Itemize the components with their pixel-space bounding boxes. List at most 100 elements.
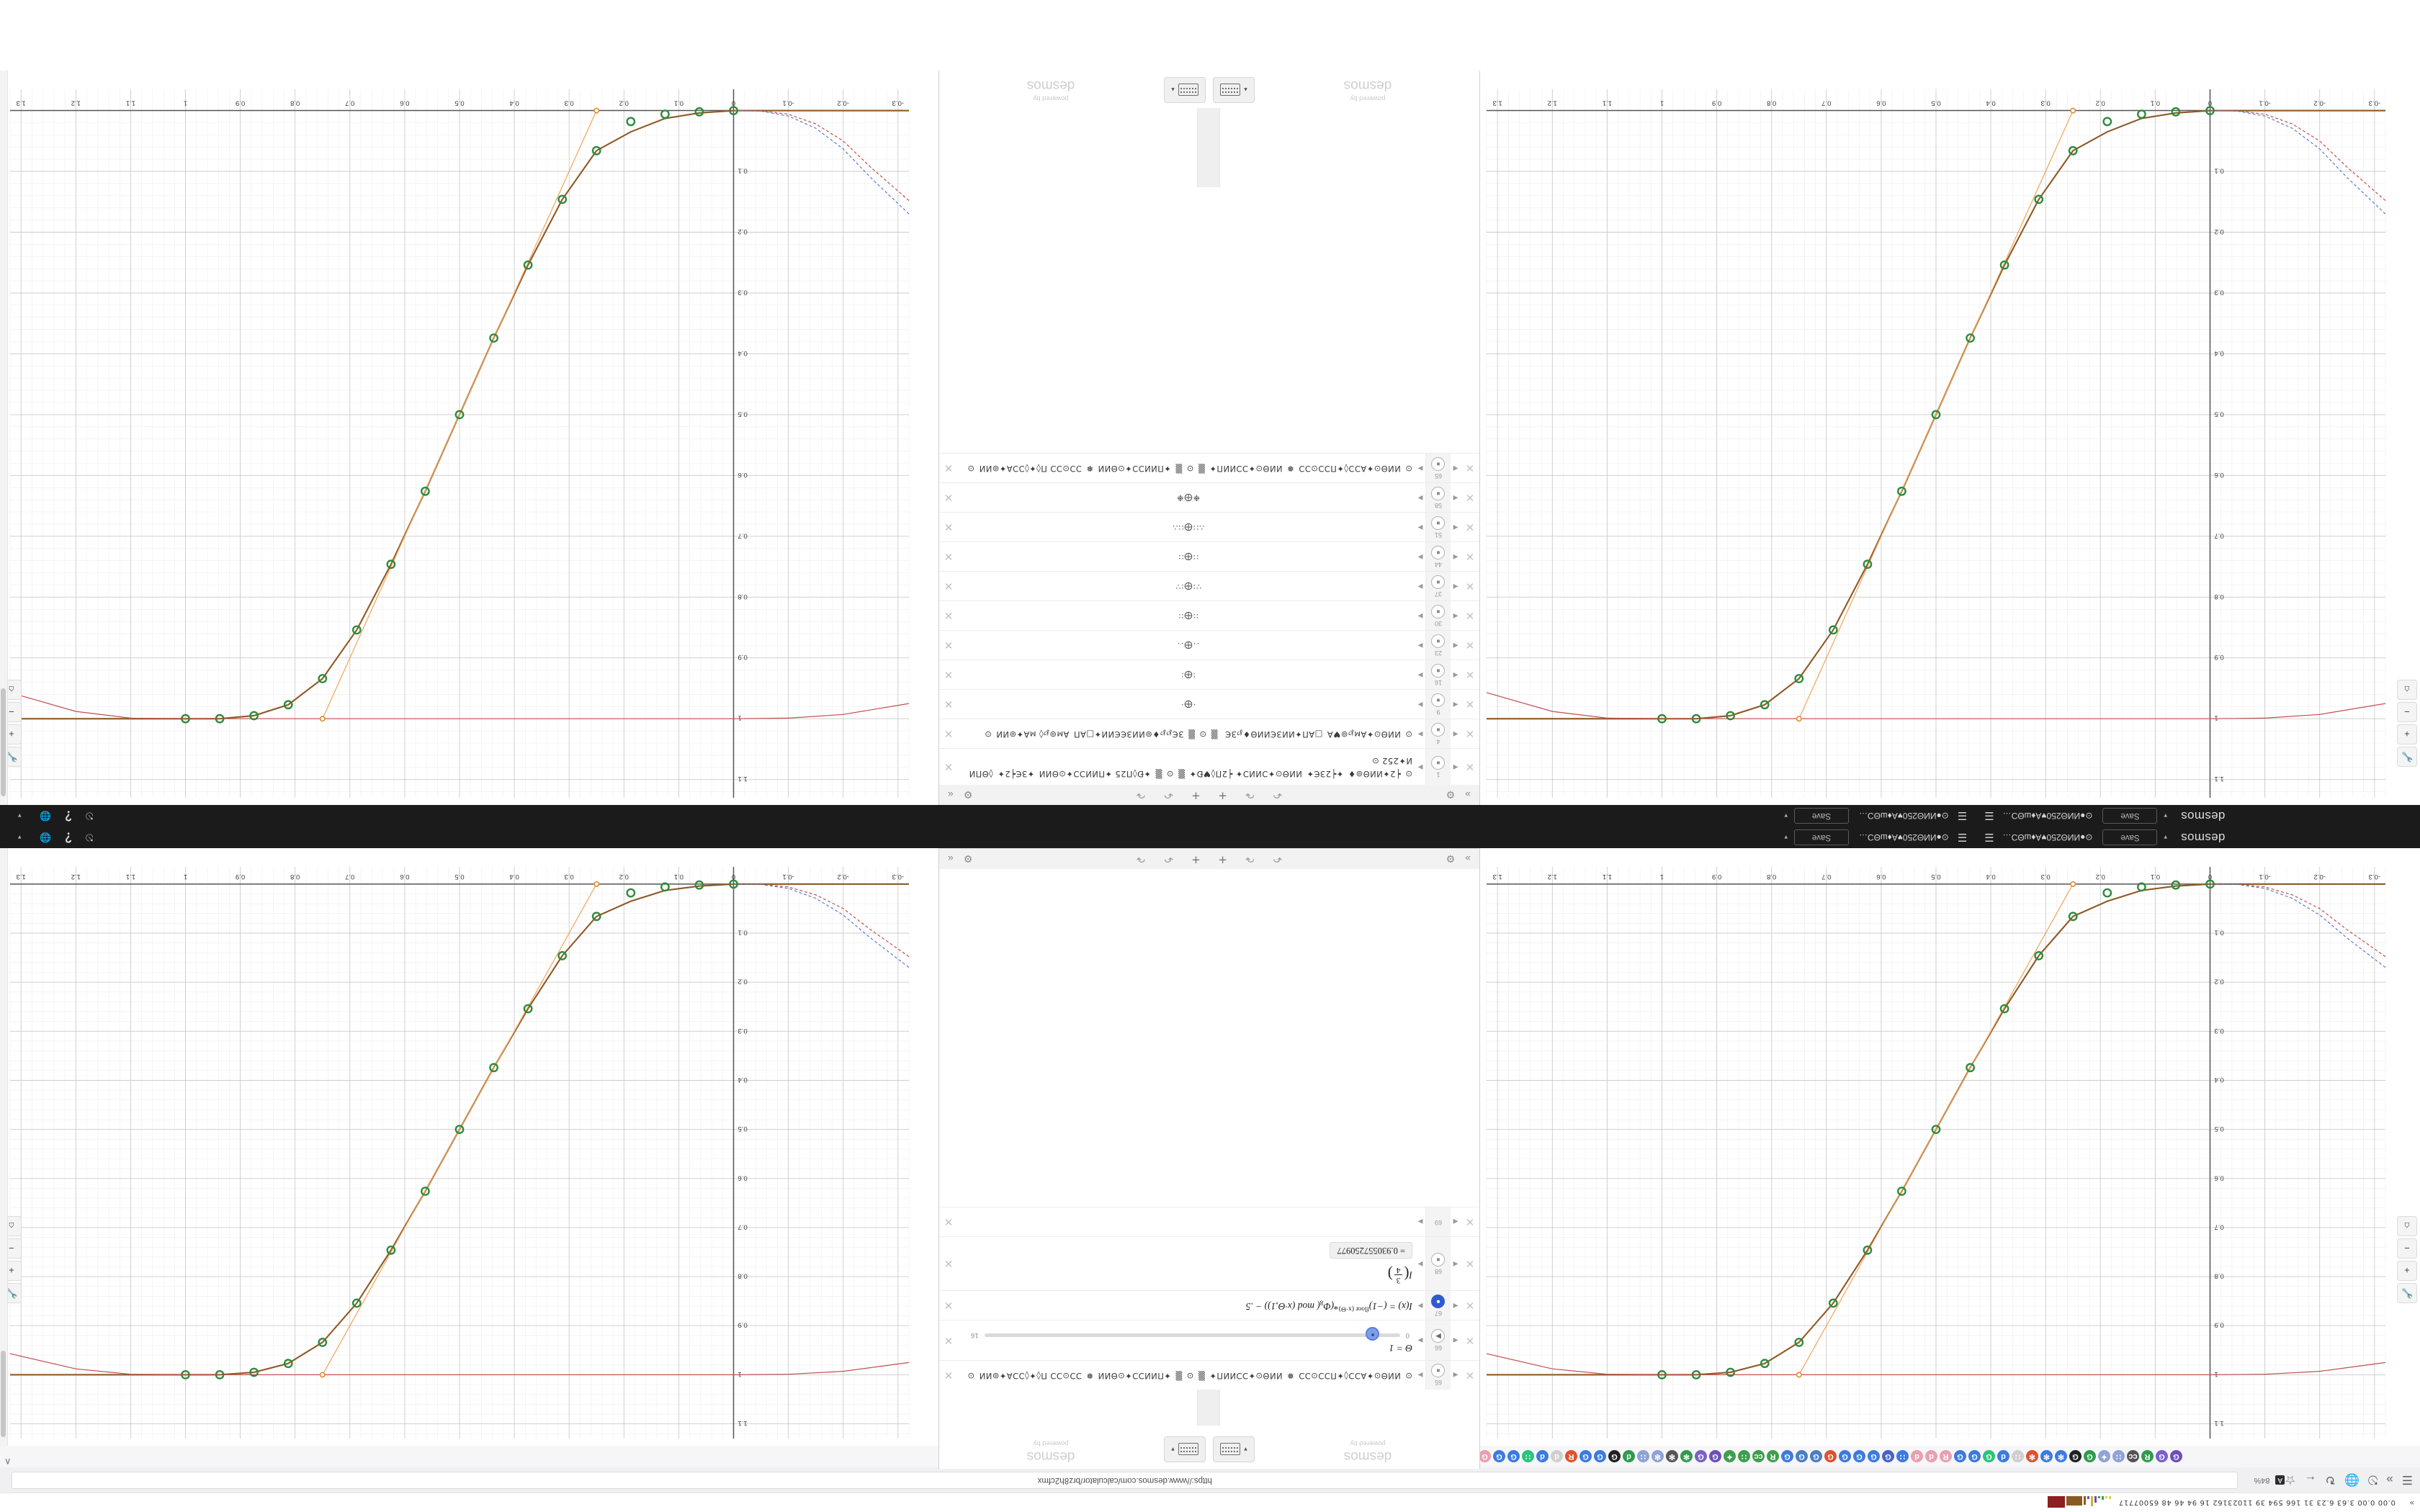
- bookmark-favicon[interactable]: G: [2170, 1450, 2182, 1463]
- delete-expression-icon-right[interactable]: ✕: [944, 727, 954, 740]
- delete-expression-icon[interactable]: ✕: [1465, 491, 1475, 504]
- graph-title-lower-2[interactable]: ⊙●ИИΘ250♥А♦шΘƆ…: [1858, 811, 1949, 821]
- bookmark-favicon[interactable]: ✻: [2055, 1450, 2067, 1463]
- expression-expand-icon[interactable]: ◀: [1453, 523, 1458, 531]
- share-icon[interactable]: ⎋: [2367, 1473, 2378, 1488]
- delete-expression-icon[interactable]: ✕: [1465, 1333, 1475, 1346]
- expression-row[interactable]: ✕ ◀ 4 ■ ▶ ⊙ ИИΘ⊙✦Ам℘⊚♥А □АΠ✦ИИЗЄИИΘ♦℘ЗЄ ▒ ⊙ ▒…: [939, 719, 1479, 749]
- menu-hamburger-icon-upper[interactable]: ☰: [1984, 831, 1994, 844]
- language-globe-icon-upper[interactable]: 🌐: [39, 832, 51, 843]
- delete-expression-icon-right[interactable]: ✕: [944, 1257, 954, 1270]
- save-button-lower[interactable]: Save: [2102, 808, 2158, 824]
- delete-expression-icon-right[interactable]: ✕: [944, 580, 954, 593]
- gear-icon-lower-right[interactable]: ⚙: [963, 789, 973, 801]
- menu-hamburger-icon-lower[interactable]: ☰: [1984, 809, 1994, 822]
- delete-expression-icon[interactable]: ✕: [1465, 727, 1475, 740]
- expression-expand-icon-right[interactable]: ▶: [1417, 1260, 1423, 1268]
- delete-expression-icon[interactable]: ✕: [1465, 521, 1475, 534]
- graph-canvas-bottom-right[interactable]: -0.3 -0.2 -0.1 0 0.1 0.2 0.3 0.4 0.5 0.6 0.7 0.8 0.9…: [0, 71, 944, 805]
- expression-body[interactable]: ⊙ ИИΘ⊙✦Ам℘⊚♥А □АΠ✦ИИЗЄИИΘ♦℘ЗЄ ▒ ⊙ ▒ ЗЄ℘℘…: [984, 729, 1412, 740]
- expression-color-dot[interactable]: ■: [1431, 486, 1446, 500]
- wrench-icon-bl[interactable]: 🔧: [2397, 747, 2417, 767]
- bookmark-favicon[interactable]: ∷: [2112, 1450, 2125, 1463]
- graph-title-upper-2[interactable]: ⊙●ИИΘ250♥А♦шΘƆ…: [1858, 832, 1949, 842]
- expression-row[interactable]: ✕ ◀ 58 ■ ▶ ❉⨁❉ ✕: [939, 482, 1479, 513]
- delete-expression-icon[interactable]: ✕: [1465, 1215, 1475, 1228]
- translate-icon[interactable]: A: [2275, 1475, 2285, 1485]
- bookmark-favicon[interactable]: ✻: [2040, 1450, 2053, 1463]
- bookmark-favicon[interactable]: G: [1479, 1450, 1491, 1463]
- bookmark-favicon[interactable]: G: [1579, 1450, 1592, 1463]
- expression-expand-icon-right[interactable]: ▶: [1417, 1372, 1423, 1380]
- bookmark-favicon[interactable]: d: [1911, 1450, 1923, 1463]
- expression-body[interactable]: [958, 1207, 1415, 1236]
- url-bar[interactable]: https://www.desmos.com/calculator/brz8h2…: [12, 1472, 2238, 1489]
- bookmark-favicon[interactable]: d: [1925, 1450, 1937, 1463]
- bookmark-favicon[interactable]: G: [1882, 1450, 1894, 1463]
- bookmark-favicon[interactable]: G: [1983, 1450, 1995, 1463]
- chevrons-right-icon[interactable]: »: [2386, 1473, 2393, 1488]
- add-expression-button-upper-r[interactable]: +: [1191, 852, 1200, 867]
- expression-row[interactable]: ✕ ◀ 66 ▶ ▶ Θ = 1 0 16 ✕: [939, 1320, 1479, 1360]
- bookmark-favicon[interactable]: G: [1810, 1450, 1822, 1463]
- expression-body[interactable]: ·⨁·: [1180, 699, 1196, 709]
- expand-icon-upper[interactable]: »: [1465, 853, 1471, 865]
- expression-expand-icon-right[interactable]: ▶: [1417, 642, 1423, 649]
- delete-expression-icon-right[interactable]: ✕: [944, 491, 954, 504]
- expression-row[interactable]: ✕ ◀ 1 ■ ▶ ⊙ ┥2✦ИИΘ⊚♦ ✦┥2ЗЄ✦ ИИΘ⊙✦ƆИИƆ✦ ┥2Π◊♥Đ…: [939, 748, 1479, 785]
- title-caret-icon-lower[interactable]: ▾: [2164, 812, 2167, 820]
- redo-icon-upper-l[interactable]: ↷: [1245, 852, 1255, 865]
- home-icon-tl[interactable]: ⌂: [2397, 1216, 2417, 1236]
- expression-expand-icon[interactable]: ◀: [1453, 730, 1458, 738]
- header-caret-icon-upper[interactable]: ▾: [18, 834, 22, 842]
- bookmark-favicon[interactable]: ✦: [1724, 1450, 1736, 1463]
- expression-row[interactable]: ✕ ◀ 69 ▶ ✕: [939, 1207, 1479, 1236]
- delete-expression-icon[interactable]: ✕: [1465, 760, 1475, 773]
- expression-row[interactable]: ✕ ◀ 68 ■ ▶ I(3 4) = 0.930557250977 ✕: [939, 1236, 1479, 1291]
- expression-row[interactable]: ✕ ◀ 65 ■ ▶ ⊙ ИИΘ⊙✦АƆƆ◊✦ΠƆƆ⊙ƆƆ ❅ ИИΘ⊙✦ƆƆИИΠ✦ ▒…: [939, 453, 1479, 483]
- bookmark-favicon[interactable]: G: [1853, 1450, 1865, 1463]
- expression-body[interactable]: ∴∷⨁∷∴: [1172, 522, 1204, 532]
- title-caret-icon-upper-2[interactable]: ▾: [1784, 834, 1788, 842]
- bookmark-favicon[interactable]: G: [2084, 1450, 2096, 1463]
- delete-expression-icon[interactable]: ✕: [1465, 668, 1475, 681]
- expression-body[interactable]: Θ = 1 0 16: [958, 1320, 1415, 1360]
- title-caret-icon-upper[interactable]: ▾: [2164, 834, 2167, 842]
- expression-color-dot[interactable]: ■: [1431, 1364, 1446, 1378]
- gear-icon-upper-left[interactable]: ⚙: [1446, 853, 1456, 865]
- redo-icon-lower-l[interactable]: ↷: [1245, 788, 1255, 801]
- delete-expression-icon-right[interactable]: ✕: [944, 668, 954, 681]
- bookmark-favicon[interactable]: R: [1767, 1450, 1779, 1463]
- expression-body[interactable]: ∵∶⨁∶∵: [1175, 581, 1201, 591]
- bookmark-favicon[interactable]: G: [1839, 1450, 1851, 1463]
- keyboard-toggle-right-upper[interactable]: ▾: [1164, 1436, 1206, 1462]
- bookmark-favicon[interactable]: ∷: [1637, 1450, 1649, 1463]
- expression-body[interactable]: ∷⨁∷: [1178, 552, 1198, 562]
- graph-title-lower[interactable]: ⊙●ИИΘ250♥А♦шΘƆ…: [2002, 811, 2093, 821]
- expression-row[interactable]: ✕ ◀ 9 ■ ▶ ·⨁· ✕: [939, 689, 1479, 719]
- expression-color-dot[interactable]: ■: [1431, 755, 1446, 770]
- delete-expression-icon-right[interactable]: ✕: [944, 760, 954, 773]
- expression-color-dot[interactable]: ■: [1431, 693, 1446, 707]
- keyboard-toggle-right-lower[interactable]: ▴: [1164, 77, 1206, 103]
- expression-expand-icon-right[interactable]: ▶: [1417, 1302, 1423, 1310]
- bookmark-favicon[interactable]: ∷: [1738, 1450, 1750, 1463]
- panel-drag-handle-lower[interactable]: [1197, 108, 1220, 187]
- expression-expand-icon-right[interactable]: ▶: [1417, 523, 1423, 531]
- language-globe-icon-lower[interactable]: 🌐: [39, 811, 51, 822]
- theta-slider-row[interactable]: 0 16: [964, 1326, 1412, 1341]
- add-expression-button-lower-r[interactable]: +: [1191, 788, 1200, 803]
- globe-icon[interactable]: 🌐: [2344, 1473, 2360, 1488]
- bookmark-star-icon[interactable]: ☆: [2285, 1473, 2296, 1488]
- expression-panel-lower[interactable]: » ⚙ ↶ ↷ + + ↶ ↷ ⚙ « ✕ ◀ 1 ■ ▶ ⊙ ┥2✦ИИΘ⊚♦ ✦┥2З…: [938, 71, 1480, 805]
- bookmark-favicon[interactable]: R: [1940, 1450, 1952, 1463]
- expression-expand-icon-right[interactable]: ▶: [1417, 1337, 1423, 1345]
- expression-expand-icon[interactable]: ◀: [1453, 582, 1458, 590]
- menu-hamburger-icon-upper-2[interactable]: ☰: [1957, 831, 1968, 844]
- bookmark-favicon[interactable]: ✦: [2098, 1450, 2110, 1463]
- graph-canvas-top-right[interactable]: -0.3 -0.2 -0.1 0 0.1 0.2 0.3 0.4 0.5 0.6 0.7 0.8 0.9…: [0, 848, 944, 1446]
- expression-expand-icon-right[interactable]: ▶: [1417, 553, 1423, 561]
- add-expression-button-lower-l[interactable]: +: [1219, 788, 1227, 803]
- page-collapse-caret-icon[interactable]: ∧: [4, 1457, 12, 1467]
- keyboard-toggle-left-lower[interactable]: ▴: [1213, 77, 1255, 103]
